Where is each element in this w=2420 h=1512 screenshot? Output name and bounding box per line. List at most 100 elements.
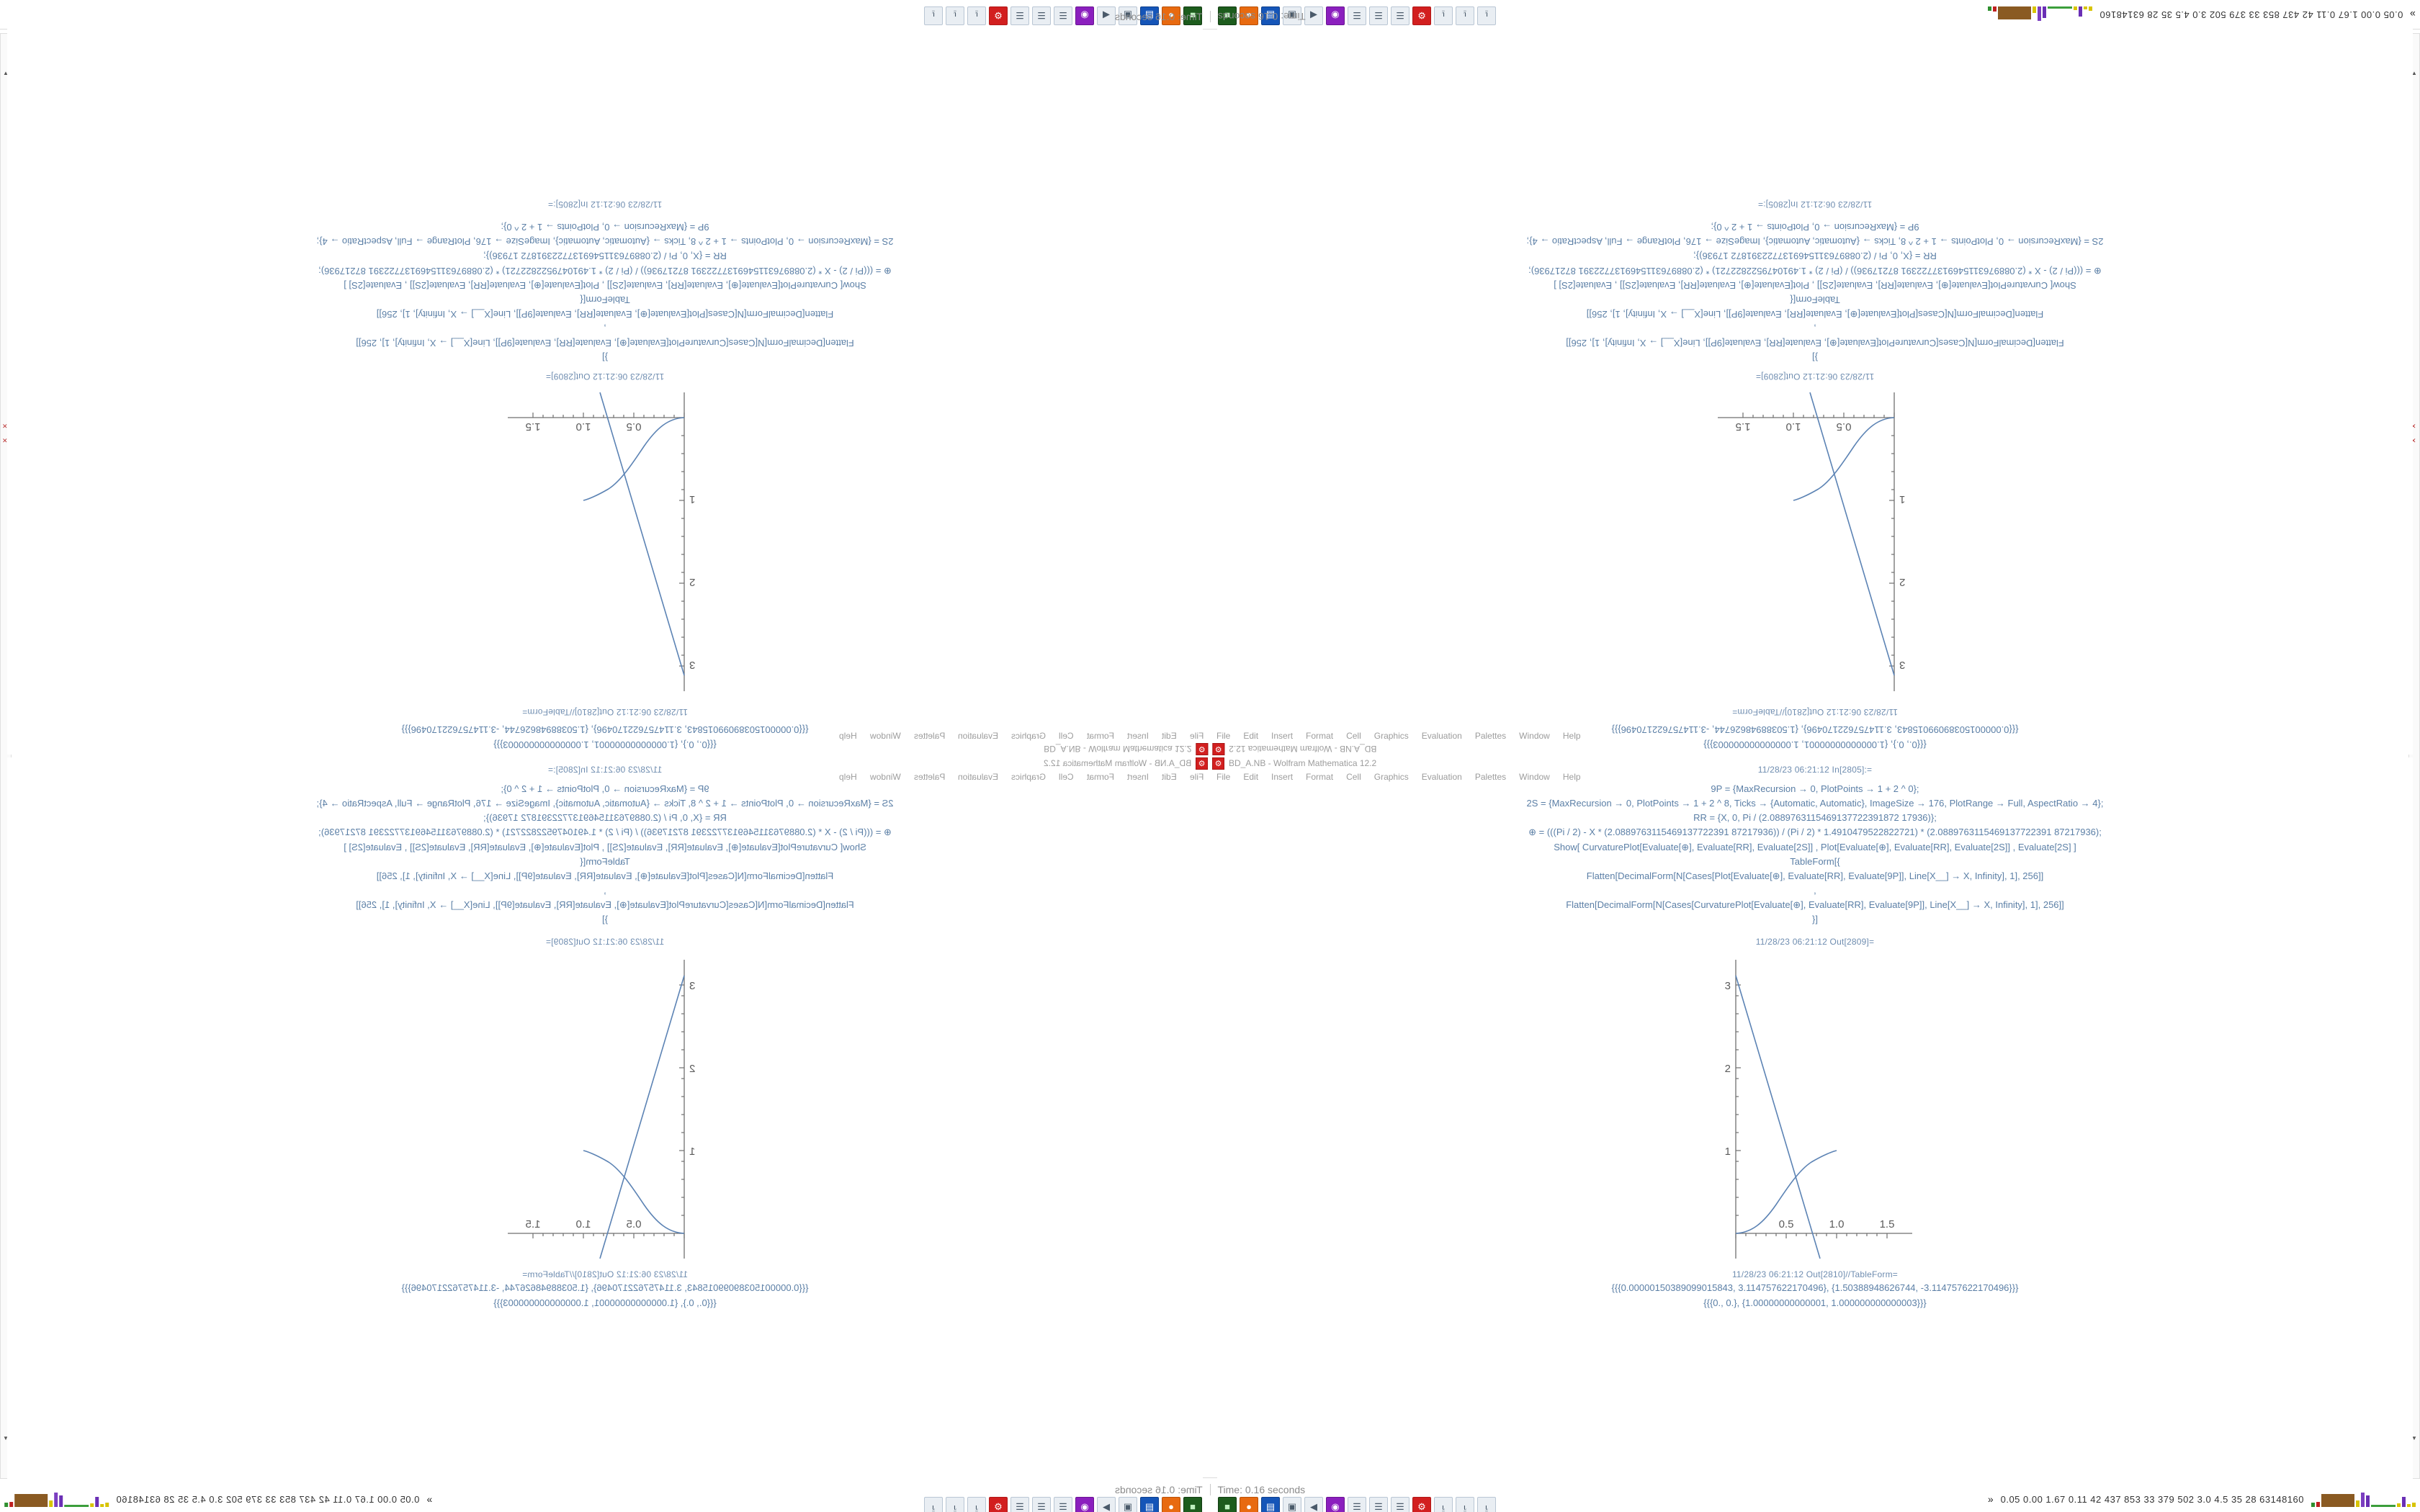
svg-text:1.0: 1.0	[576, 1218, 591, 1230]
menu-item-file[interactable]: File	[1216, 730, 1231, 741]
menu-item-window[interactable]: Window	[1519, 771, 1550, 782]
document-icon[interactable]: ☰	[1010, 1497, 1029, 1512]
input-code-block[interactable]: 9P = {MaxRecursion → 0, PlotPoints → 1 +…	[1527, 782, 2104, 927]
divider	[1209, 11, 1211, 22]
menu-item-file[interactable]: File	[1189, 771, 1204, 782]
menu-item-cell[interactable]: Cell	[1059, 730, 1074, 741]
document-icon[interactable]: ☰	[1054, 1497, 1072, 1512]
calculator-icon[interactable]: ⍸	[946, 1497, 964, 1512]
code-line: RR = {X, 0, Pi / (2.08897631154691377223…	[483, 812, 727, 824]
speaker-icon[interactable]: ◀	[1097, 1497, 1116, 1512]
gear-icon[interactable]: ⚙	[989, 1497, 1008, 1512]
code-line: 9P = {MaxRecursion → 0, PlotPoints → 1 +…	[1711, 222, 1919, 233]
menu-item-cell[interactable]: Cell	[1346, 771, 1361, 782]
floppy-disk-icon[interactable]: ▤	[1140, 1497, 1159, 1512]
menu-item-evaluation[interactable]: Evaluation	[1421, 730, 1462, 741]
menu-item-format[interactable]: Format	[1086, 730, 1114, 741]
firefox-icon[interactable]: ●	[1162, 1497, 1180, 1512]
terminal-icon[interactable]: ■	[1183, 1497, 1202, 1512]
menubar[interactable]: Help Window Palettes Evaluation Graphics…	[833, 772, 1587, 782]
notebook-window-top-right[interactable]: {{{0., 0.}, {1.00000000000001, 1.0000000…	[1217, 27, 2413, 755]
document-icon[interactable]: ☰	[1391, 1497, 1410, 1512]
menu-item-edit[interactable]: Edit	[1243, 730, 1259, 741]
menu-item-palettes[interactable]: Palettes	[913, 771, 946, 782]
calculator-icon[interactable]: ⍸	[1434, 1497, 1453, 1512]
menu-item-insert[interactable]: Insert	[1271, 730, 1294, 741]
menu-item-palettes[interactable]: Palettes	[1474, 771, 1507, 782]
monitor-icon[interactable]: ▣	[1283, 1497, 1301, 1512]
menu-item-insert[interactable]: Insert	[1271, 771, 1294, 782]
chevron-icon[interactable]: »	[1987, 1493, 1994, 1505]
menu-item-help[interactable]: Help	[1562, 771, 1581, 782]
menu-item-cell[interactable]: Cell	[1346, 730, 1361, 741]
gear-icon[interactable]: ⚙	[1196, 757, 1208, 770]
plot-graphic[interactable]: 0.5 1.0 1.5 1 2 3	[1707, 389, 1923, 698]
terminal-icon[interactable]: ■	[1218, 1497, 1237, 1512]
notebook-window-bottom-right[interactable]: 11/28/23 06:21:12 In[2805]:= 9P = {MaxRe…	[1217, 757, 2413, 1485]
menu-item-help[interactable]: Help	[839, 730, 858, 741]
menu-item-window[interactable]: Window	[1519, 730, 1550, 741]
calculator-icon[interactable]: ⍸	[1456, 1497, 1474, 1512]
calculator-icon[interactable]: ⍸	[1477, 1497, 1496, 1512]
menu-item-help[interactable]: Help	[1562, 730, 1581, 741]
menu-item-palettes[interactable]: Palettes	[1474, 730, 1507, 741]
icon-tray-bottom[interactable]: ⍸ ⍸ ⍸ ⚙ ☰ ☰ ☰ ◉ ◀ ▣ ▤ ● ■ ■ ● ▤ ▣ ◀ ◉ ☰ …	[0, 1492, 2420, 1512]
menu-item-graphics[interactable]: Graphics	[1373, 730, 1409, 741]
code-line: RR = {X, 0, Pi / (2.08897631154691377223…	[1693, 251, 1937, 262]
menu-item-help[interactable]: Help	[839, 771, 858, 782]
input-code-block[interactable]: 9P = {MaxRecursion → 0, PlotPoints → 1 +…	[317, 782, 894, 927]
plot-graphic[interactable]: 0.5 1.0 1.5 1 2 3	[497, 953, 713, 1262]
menu-item-edit[interactable]: Edit	[1161, 730, 1177, 741]
menu-item-format[interactable]: Format	[1306, 730, 1334, 741]
calculator-icon[interactable]: ⍸	[967, 1497, 986, 1512]
menu-item-edit[interactable]: Edit	[1161, 771, 1177, 782]
notebook-window-top-left[interactable]: {{{0., 0.}, {1.00000000000001, 1.0000000…	[7, 27, 1203, 755]
menu-item-format[interactable]: Format	[1086, 771, 1114, 782]
document-icon[interactable]: ☰	[1032, 1497, 1051, 1512]
menu-item-insert[interactable]: Insert	[1126, 771, 1149, 782]
notebook-window-bottom-left[interactable]: 11/28/23 06:21:12 In[2805]:= 9P = {MaxRe…	[7, 757, 1203, 1485]
gear-icon[interactable]: ⚙	[1196, 742, 1208, 755]
input-code-block[interactable]: }] Flatten[DecimalForm[N[Cases[Curvature…	[317, 220, 894, 364]
menu-item-window[interactable]: Window	[870, 730, 901, 741]
menu-item-evaluation[interactable]: Evaluation	[958, 771, 999, 782]
plot-graphic[interactable]: 0.5 1.0 1.5 1 2 3	[1707, 953, 1923, 1262]
menu-item-insert[interactable]: Insert	[1126, 730, 1149, 741]
menubar-mirrored-top[interactable]: Help Window Palettes Evaluation Graphics…	[833, 731, 1587, 741]
menu-item-window[interactable]: Window	[870, 771, 901, 782]
floppy-disk-icon[interactable]: ▤	[1261, 1497, 1280, 1512]
plot-graphic[interactable]: 0.5 1.0 1.5 1 2 3	[497, 389, 713, 698]
system-monitor-bottom-right: 0.05 0.00 1.67 0.11 42 437 853 33 379 50…	[1988, 1485, 2416, 1512]
input-code-block[interactable]: }] Flatten[DecimalForm[N[Cases[Curvature…	[1527, 220, 2104, 364]
svg-text:0.5: 0.5	[1779, 1218, 1794, 1230]
calculator-icon[interactable]: ⍸	[924, 1497, 943, 1512]
speaker-icon[interactable]: ◀	[1304, 1497, 1323, 1512]
chevron-icon[interactable]: »	[426, 1493, 433, 1505]
menu-item-format[interactable]: Format	[1306, 771, 1334, 782]
menu-item-evaluation[interactable]: Evaluation	[958, 730, 999, 741]
firefox-icon[interactable]: ●	[1240, 1497, 1258, 1512]
window-title-row-mirrored[interactable]: BD_A.NB - Wolfram Mathematica 12.2 ⚙ ⚙ B…	[1044, 742, 1376, 755]
svg-text:1.5: 1.5	[1736, 420, 1751, 433]
document-icon[interactable]: ☰	[1369, 1497, 1388, 1512]
menu-item-edit[interactable]: Edit	[1243, 771, 1259, 782]
menu-item-graphics[interactable]: Graphics	[1373, 771, 1409, 782]
menu-item-file[interactable]: File	[1216, 771, 1231, 782]
menu-item-palettes[interactable]: Palettes	[913, 730, 946, 741]
menu-item-evaluation[interactable]: Evaluation	[1421, 771, 1462, 782]
svg-text:3: 3	[1899, 659, 1905, 671]
gear-icon[interactable]: ⚙	[1212, 742, 1224, 755]
gear-icon[interactable]: ⚙	[1412, 1497, 1431, 1512]
menu-item-cell[interactable]: Cell	[1059, 771, 1074, 782]
menu-item-file[interactable]: File	[1189, 730, 1204, 741]
svg-text:0.5: 0.5	[627, 420, 642, 433]
document-icon[interactable]: ☰	[1348, 1497, 1366, 1512]
window-title-row[interactable]: BD_A.NB - Wolfram Mathematica 12.2 ⚙ ⚙ B…	[1044, 757, 1376, 770]
svg-text:1.5: 1.5	[526, 1218, 541, 1230]
menu-item-graphics[interactable]: Graphics	[1011, 771, 1047, 782]
gear-icon[interactable]: ⚙	[1212, 757, 1224, 770]
menu-item-graphics[interactable]: Graphics	[1011, 730, 1047, 741]
owl-icon[interactable]: ◉	[1326, 1497, 1345, 1512]
owl-icon[interactable]: ◉	[1075, 1497, 1094, 1512]
monitor-icon[interactable]: ▣	[1119, 1497, 1137, 1512]
